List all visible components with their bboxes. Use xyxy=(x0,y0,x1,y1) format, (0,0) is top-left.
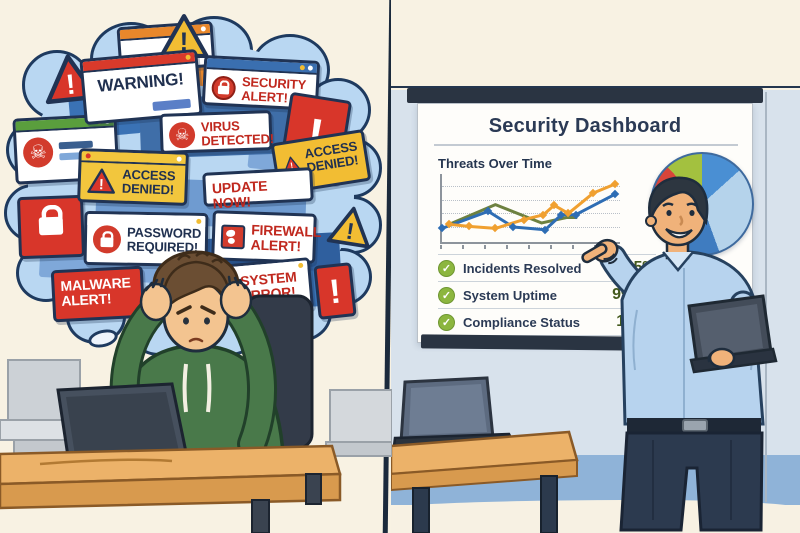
presenter-scene: Security Dashboard Threats Over Time ✓ I… xyxy=(391,0,800,533)
metric-label: Incidents Resolved xyxy=(463,260,582,276)
desk-leg xyxy=(412,487,430,533)
head xyxy=(152,250,240,353)
alert-triangle-icon: ! xyxy=(87,168,115,194)
gridline xyxy=(442,213,620,215)
desk-edge xyxy=(391,458,578,492)
wall-corner-line xyxy=(765,92,767,502)
threats-line-chart xyxy=(437,174,620,244)
side-desk xyxy=(391,376,579,533)
svg-text:!: ! xyxy=(344,218,356,245)
gridline xyxy=(442,199,620,201)
line-chart-title: Threats Over Time xyxy=(438,156,552,171)
metric-label: Compliance Status xyxy=(463,314,581,330)
presenter-head xyxy=(645,176,709,272)
svg-text:!: ! xyxy=(64,68,77,100)
svg-text:!: ! xyxy=(180,27,189,57)
laptop-arm xyxy=(687,290,778,374)
gridline xyxy=(442,186,620,188)
alert-triangle-icon: ! xyxy=(326,206,370,249)
check-icon: ✓ xyxy=(438,286,455,304)
check-icon: ✓ xyxy=(438,259,455,277)
metric-label: System Uptime xyxy=(463,287,557,303)
board-title: Security Dashboard xyxy=(488,115,682,137)
popup-access-denied-left: ! ACCESS DENIED! xyxy=(77,148,189,206)
x-axis-ticks xyxy=(440,245,620,249)
hoodie-drawstring xyxy=(182,363,188,413)
desk-leg xyxy=(540,475,558,533)
belt-and-pants xyxy=(619,418,764,532)
stressed-user-scene: ! ! WARNING! SECURITY ALERT! xyxy=(0,0,392,533)
desk xyxy=(0,444,342,533)
hands xyxy=(139,275,253,322)
holding-hand xyxy=(708,347,736,369)
presenter-figure xyxy=(581,176,778,532)
svg-text:!: ! xyxy=(99,177,104,193)
svg-text:!: ! xyxy=(289,160,294,170)
check-icon: ✓ xyxy=(438,313,455,331)
title-divider xyxy=(434,144,738,146)
ceiling xyxy=(391,0,800,88)
hoodie-drawstring xyxy=(206,363,212,413)
pointing-hand xyxy=(581,238,619,265)
whiteboard-rail-top xyxy=(407,88,763,103)
stressed-person-figure xyxy=(0,250,392,533)
